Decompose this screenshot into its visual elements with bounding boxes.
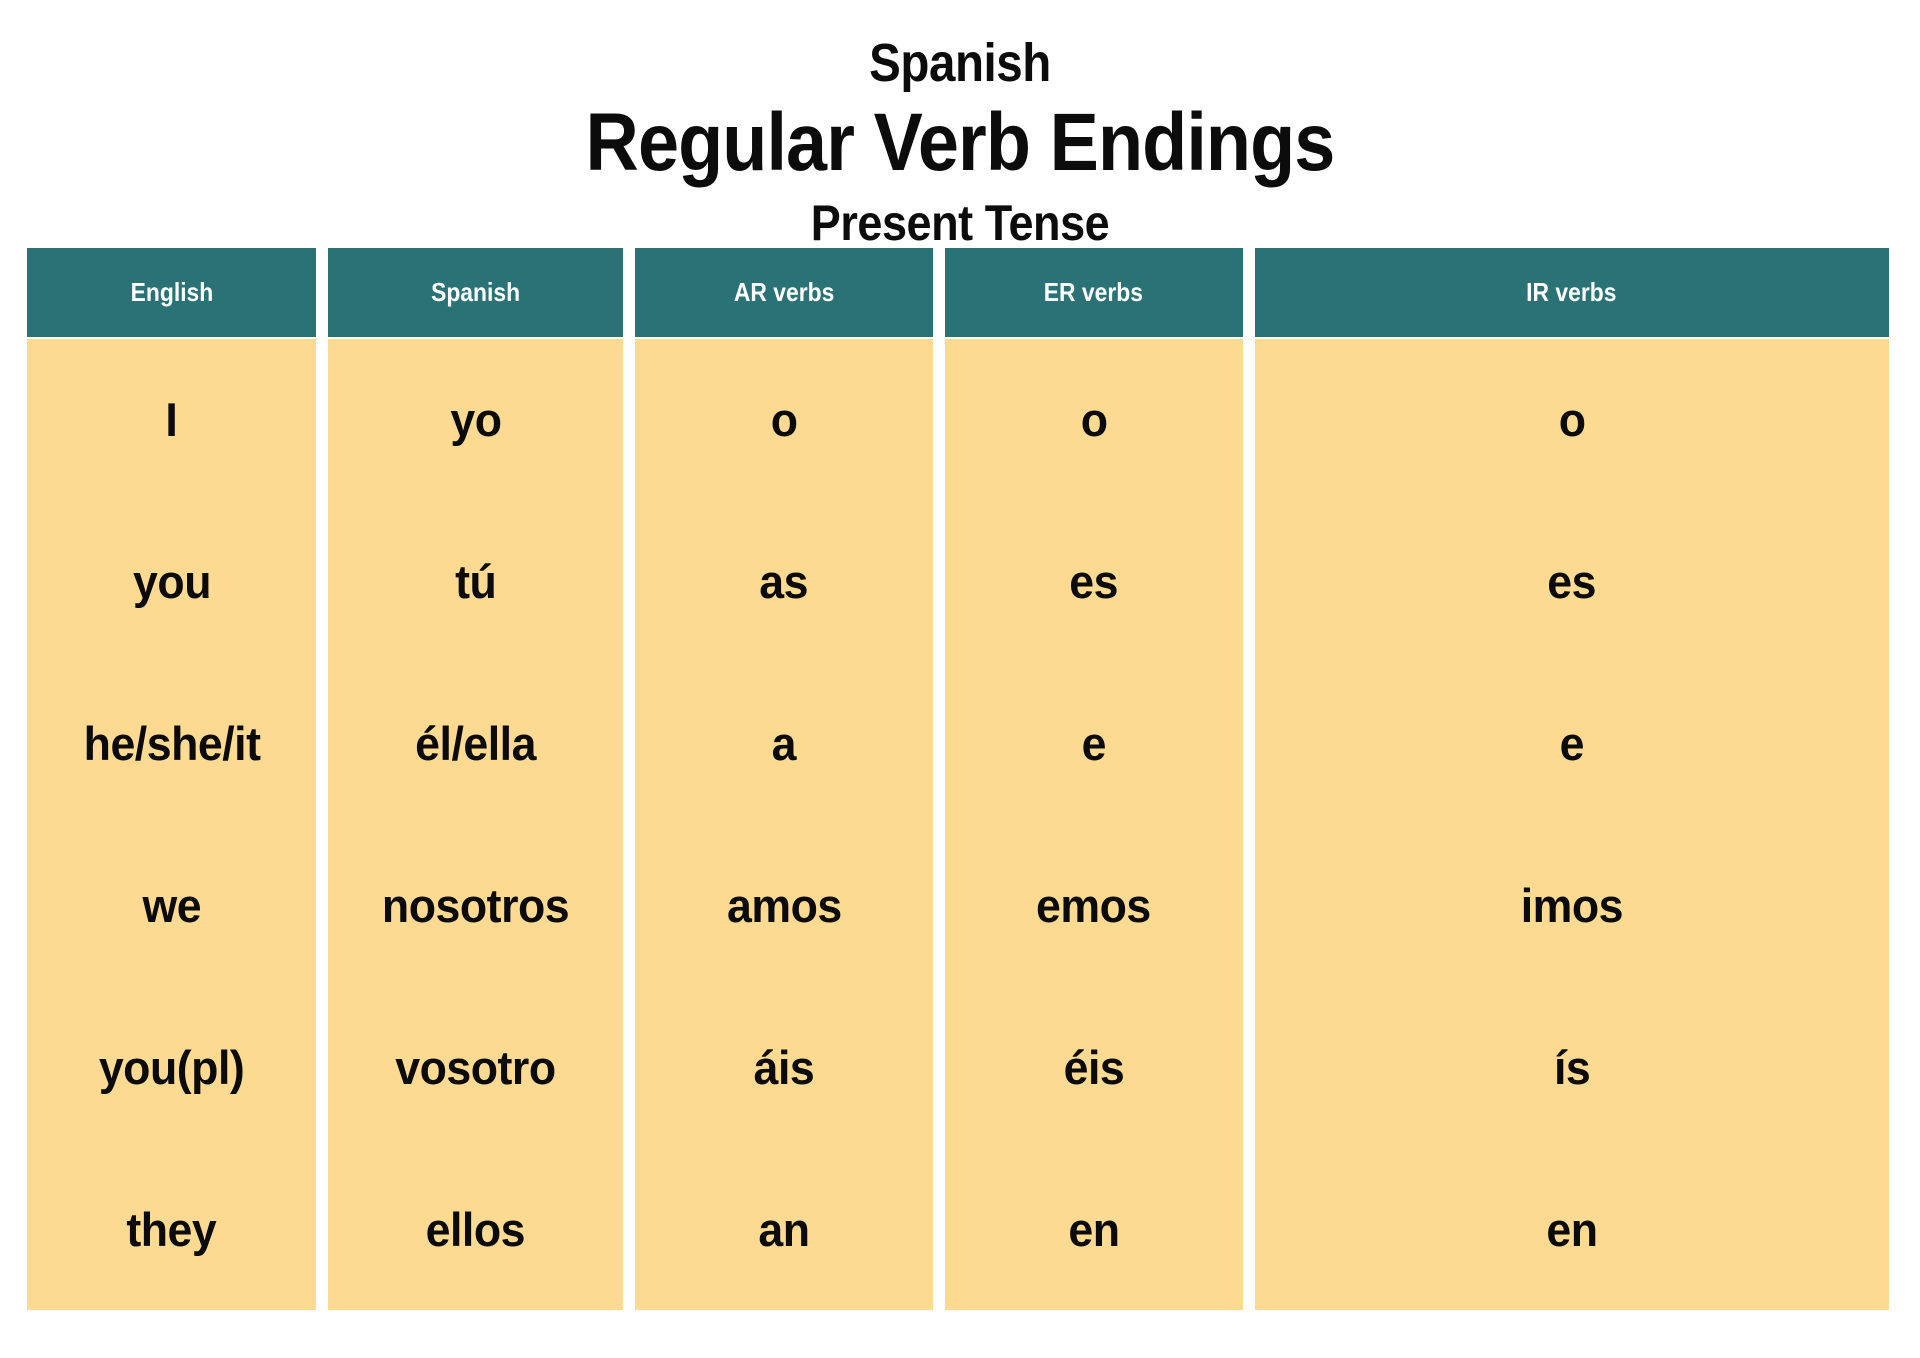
column-header-ar-verbs: AR verbs [634, 248, 934, 337]
table-cell: él/ella [415, 717, 536, 771]
table-column-ir-verbs: IR verbs o es e imos ís en [1254, 248, 1889, 1310]
column-header-label: ER verbs [1044, 277, 1144, 307]
table-column-er-verbs: ER verbs o es e emos éis en [945, 248, 1243, 1310]
verb-endings-table: English I you he/she/it we you(pl) they … [27, 248, 1889, 1310]
table-cell: e [1559, 717, 1585, 771]
table-cell: e [1081, 717, 1107, 771]
column-header-label: AR verbs [733, 277, 835, 307]
column-header-label: English [130, 277, 214, 307]
table-cell: an [758, 1202, 810, 1256]
table-cell: o [1080, 393, 1108, 447]
column-header-label: IR verbs [1526, 277, 1617, 307]
column-header-ir-verbs: IR verbs [1254, 248, 1889, 337]
table-cell: o [770, 393, 798, 447]
table-cell: emos [1036, 878, 1152, 932]
table-cell: a [771, 717, 797, 771]
column-body-english: I you he/she/it we you(pl) they [27, 339, 317, 1310]
page-title: Regular Verb Endings [585, 97, 1336, 188]
column-body-ar-verbs: o as a amos áis an [634, 339, 934, 1310]
column-header-spanish: Spanish [328, 248, 623, 337]
column-body-spanish: yo tú él/ella nosotros vosotro ellos [328, 339, 623, 1310]
table-cell: nosotros [381, 878, 570, 932]
title-eyebrow: Spanish [869, 33, 1051, 93]
table-cell: we [142, 878, 202, 932]
table-cell: tú [454, 555, 497, 609]
table-cell: en [1068, 1202, 1120, 1256]
title-subtitle: Present Tense [810, 195, 1110, 251]
column-body-er-verbs: o es e emos éis en [945, 339, 1243, 1310]
table-cell: es [1547, 555, 1597, 609]
table-cell: en [1546, 1202, 1598, 1256]
table-cell: yo [450, 393, 502, 447]
column-body-ir-verbs: o es e imos ís en [1254, 339, 1889, 1310]
table-cell: áis [753, 1040, 815, 1094]
column-header-english: English [27, 248, 317, 337]
table-cell: I [165, 393, 178, 447]
column-header-er-verbs: ER verbs [945, 248, 1243, 337]
table-column-english: English I you he/she/it we you(pl) they [27, 248, 317, 1310]
table-cell: ís [1553, 1040, 1591, 1094]
column-header-label: Spanish [431, 277, 521, 307]
poster-title-block: Spanish Regular Verb Endings Present Ten… [0, 36, 1920, 248]
table-cell: you(pl) [98, 1040, 245, 1094]
table-cell: éis [1063, 1040, 1125, 1094]
table-column-ar-verbs: AR verbs o as a amos áis an [634, 248, 934, 1310]
table-cell: amos [726, 878, 842, 932]
table-cell: es [1069, 555, 1119, 609]
table-cell: imos [1520, 878, 1624, 932]
table-cell: as [759, 555, 809, 609]
table-cell: they [126, 1202, 217, 1256]
table-cell: you [132, 555, 211, 609]
table-column-spanish: Spanish yo tú él/ella nosotros vosotro e… [328, 248, 623, 1310]
table-cell: o [1558, 393, 1586, 447]
table-cell: vosotro [395, 1040, 556, 1094]
table-cell: he/she/it [83, 717, 261, 771]
table-cell: ellos [425, 1202, 526, 1256]
